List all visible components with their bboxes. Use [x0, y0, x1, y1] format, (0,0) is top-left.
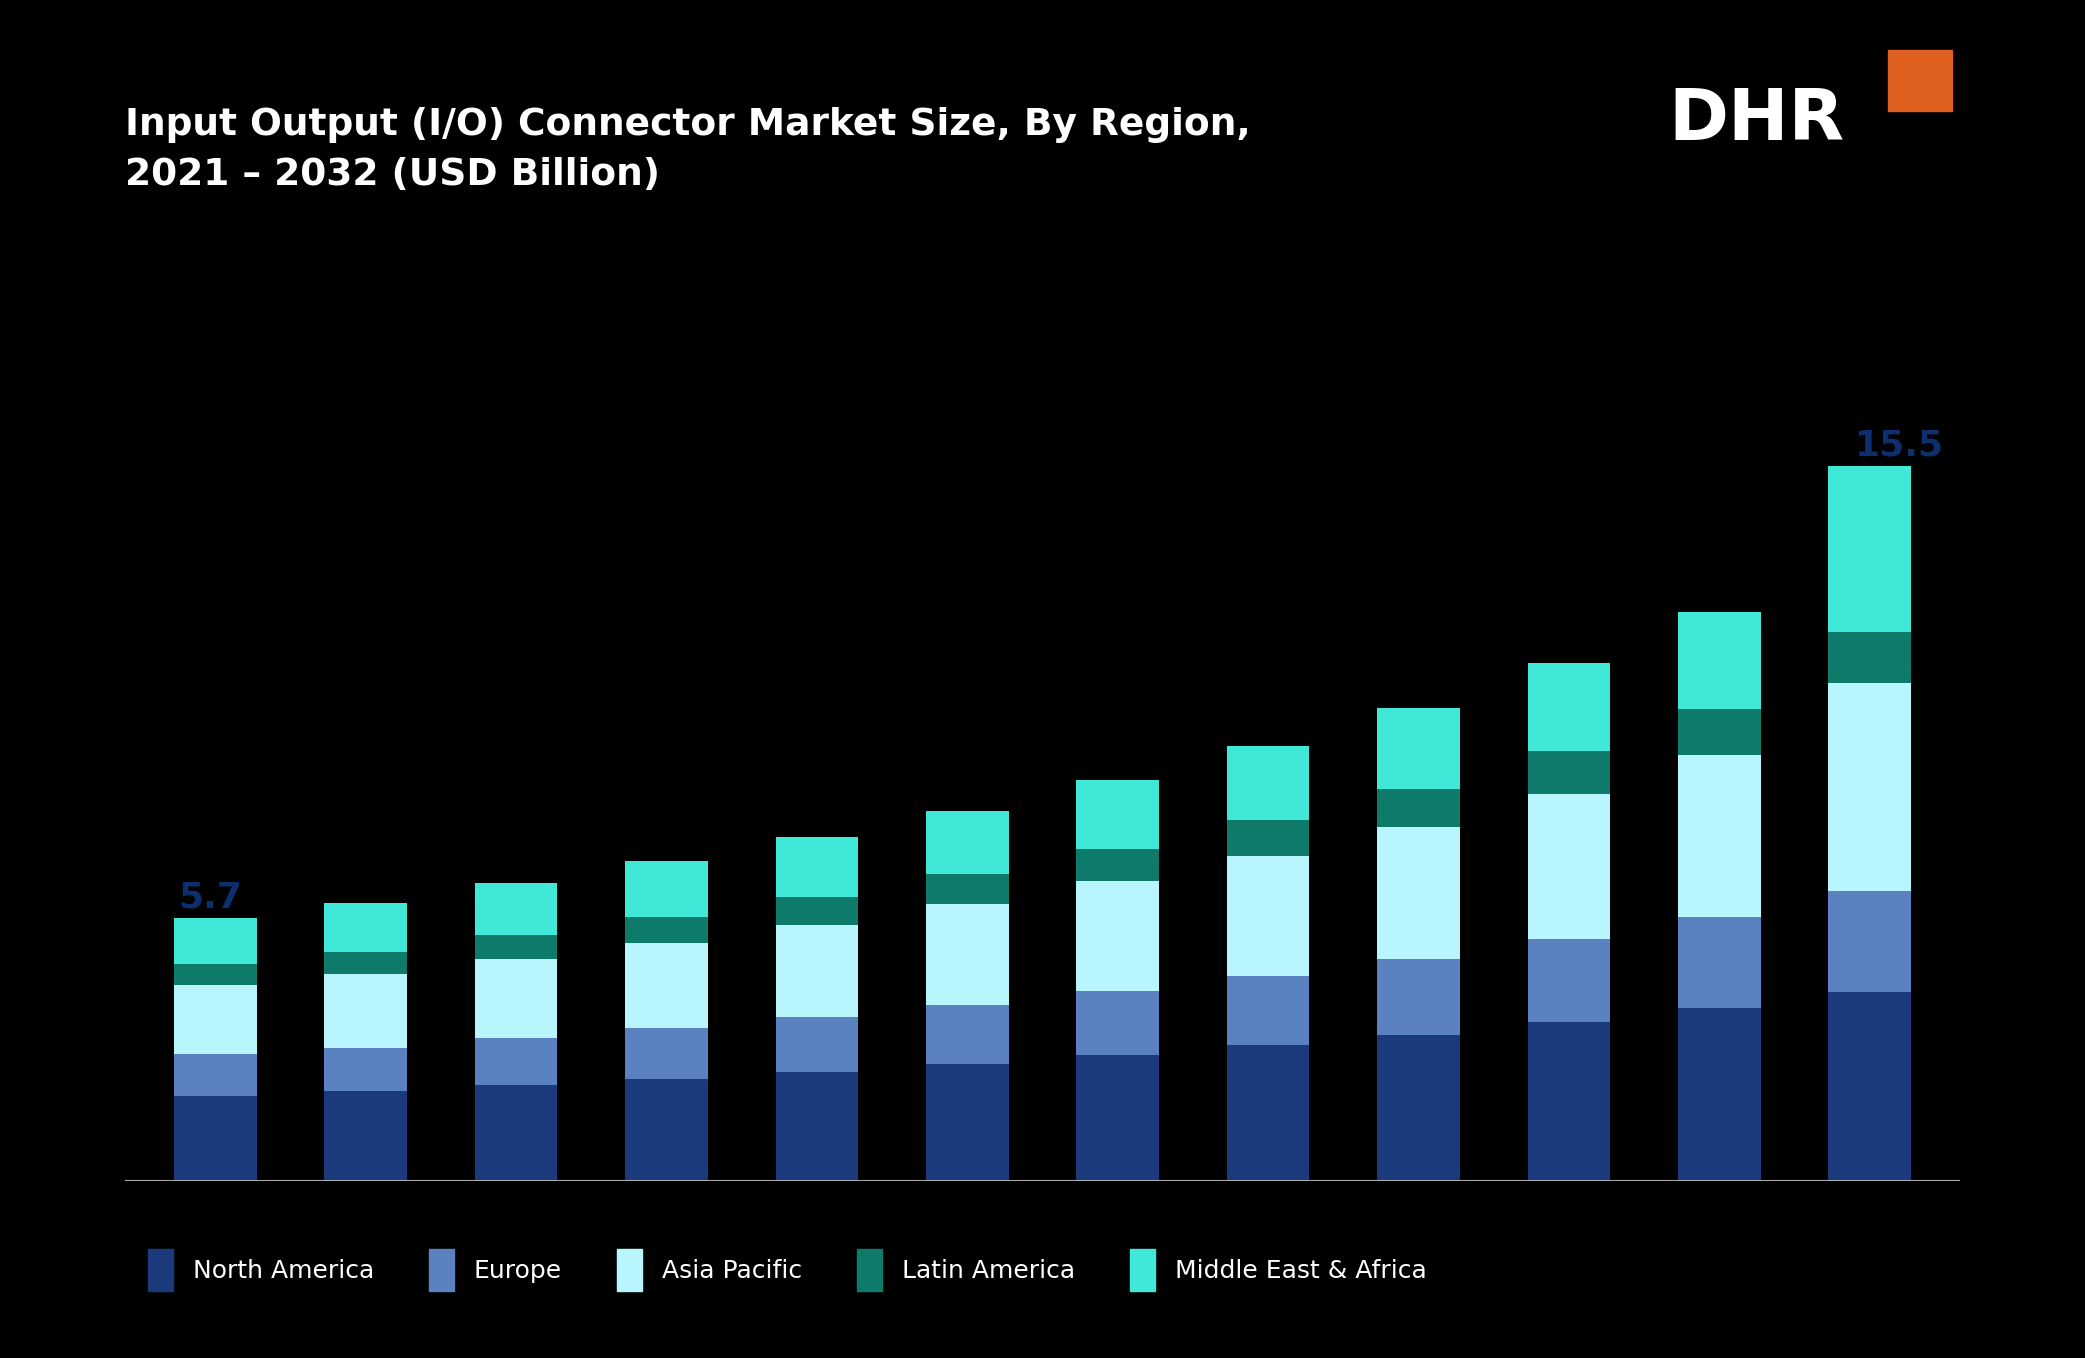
Bar: [173, 918, 256, 964]
Text: Input Output (I/O) Connector Market Size, By Region,: Input Output (I/O) Connector Market Size…: [125, 106, 1251, 143]
Bar: [926, 1005, 1009, 1063]
Bar: [1829, 466, 1912, 631]
Bar: [1829, 631, 1912, 683]
Bar: [1829, 891, 1912, 993]
Bar: [1226, 976, 1309, 1046]
Bar: [475, 934, 557, 959]
Bar: [1678, 755, 1760, 917]
Bar: [1528, 663, 1610, 751]
Bar: [1076, 779, 1159, 849]
Bar: [475, 1085, 557, 1181]
Bar: [173, 1096, 256, 1181]
Bar: [776, 925, 859, 1017]
Bar: [1226, 856, 1309, 976]
Bar: [1226, 746, 1309, 820]
Bar: [325, 903, 407, 952]
Bar: [1829, 993, 1912, 1181]
Bar: [173, 1054, 256, 1096]
Bar: [926, 811, 1009, 875]
Bar: [475, 883, 557, 934]
Bar: [1678, 1008, 1760, 1181]
Bar: [475, 959, 557, 1039]
Bar: [1887, 49, 1952, 111]
Bar: [776, 1071, 859, 1181]
Bar: [1829, 683, 1912, 891]
Bar: [1528, 793, 1610, 940]
Bar: [1076, 1055, 1159, 1181]
Bar: [1076, 991, 1159, 1055]
Bar: [626, 942, 709, 1028]
Bar: [475, 1039, 557, 1085]
Text: DHR: DHR: [1668, 86, 1845, 155]
Bar: [1678, 612, 1760, 709]
Bar: [626, 1028, 709, 1080]
Bar: [1528, 751, 1610, 793]
Bar: [1376, 789, 1460, 827]
Bar: [1376, 959, 1460, 1035]
Bar: [776, 838, 859, 898]
Bar: [1678, 709, 1760, 755]
Bar: [325, 1047, 407, 1092]
Bar: [1528, 1023, 1610, 1181]
Text: 15.5: 15.5: [1856, 428, 1943, 462]
Bar: [626, 917, 709, 942]
Bar: [626, 861, 709, 917]
Text: 5.7: 5.7: [177, 880, 242, 914]
Bar: [173, 986, 256, 1054]
Bar: [1376, 1035, 1460, 1181]
Bar: [325, 952, 407, 974]
Bar: [926, 904, 1009, 1005]
Bar: [173, 964, 256, 986]
Bar: [325, 1092, 407, 1181]
Bar: [926, 1063, 1009, 1181]
Bar: [1076, 849, 1159, 881]
Bar: [325, 974, 407, 1047]
Text: 2021 – 2032 (USD Billion): 2021 – 2032 (USD Billion): [125, 156, 661, 193]
Bar: [776, 898, 859, 925]
Bar: [1076, 881, 1159, 991]
Bar: [1678, 917, 1760, 1008]
Bar: [776, 1017, 859, 1071]
Bar: [1528, 940, 1610, 1023]
Bar: [1226, 1046, 1309, 1181]
Bar: [1376, 708, 1460, 789]
Bar: [926, 875, 1009, 904]
Bar: [1376, 827, 1460, 959]
Bar: [1226, 820, 1309, 856]
Legend: North America, Europe, Asia Pacific, Latin America, Middle East & Africa: North America, Europe, Asia Pacific, Lat…: [138, 1238, 1437, 1301]
Bar: [626, 1080, 709, 1181]
